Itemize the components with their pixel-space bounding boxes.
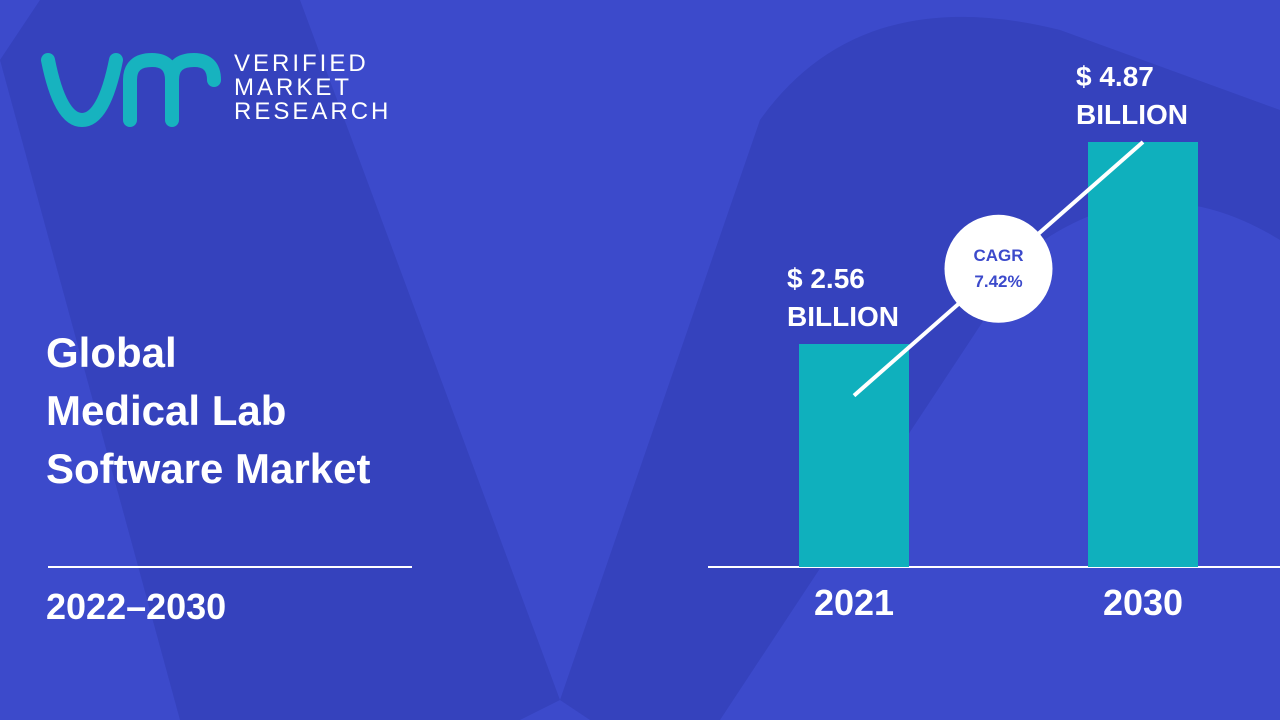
x-tick-label: 2021 — [813, 582, 895, 623]
cagr-badge — [944, 214, 1053, 323]
cagr-label: CAGR — [973, 245, 1024, 265]
logo-line: MARKET — [234, 74, 353, 101]
logo-line: VERIFIED — [234, 50, 369, 77]
x-tick-label: 2030 — [1102, 582, 1184, 623]
title-line: Software Market — [46, 445, 371, 492]
logo-text: VERIFIED MARKET RESEARCH — [234, 52, 391, 124]
title: Global Medical Lab Software Market — [46, 324, 370, 498]
title-line: Global — [46, 329, 177, 376]
subtitle: 2022–2030 — [46, 586, 227, 627]
bg-shape — [0, 0, 560, 720]
logo-line: RESEARCH — [234, 98, 392, 125]
cagr-text: CAGR 7.42% — [949, 243, 1049, 295]
bar — [1088, 142, 1198, 567]
bar — [799, 343, 909, 567]
title-line: Medical Lab — [46, 387, 287, 434]
logo-mark — [41, 52, 221, 128]
value-label: $ 2.56 BILLION — [787, 262, 899, 332]
value-label: $ 4.87 BILLION — [1076, 61, 1188, 130]
cagr-value: 7.42% — [974, 271, 1023, 291]
